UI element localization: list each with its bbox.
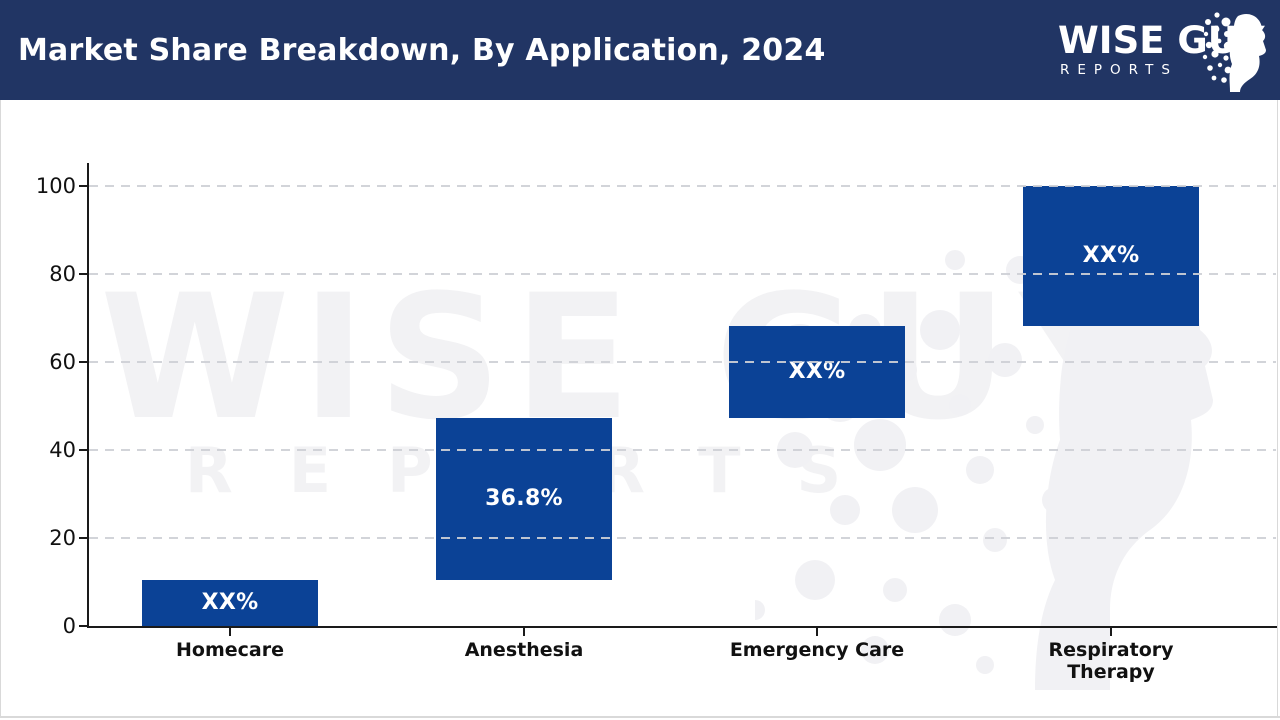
- y-axis-tick-label: 40: [49, 438, 76, 462]
- y-axis-tick-label: 0: [62, 614, 76, 638]
- bar-anesthesia: 36.8%: [436, 417, 612, 580]
- logo-face-icon: [1202, 12, 1266, 92]
- page-title: Market Share Breakdown, By Application, …: [18, 32, 826, 68]
- y-axis-tick-mark: [79, 273, 87, 275]
- x-axis-category-label: Anesthesia: [464, 639, 584, 661]
- y-axis-tick-mark: [79, 361, 87, 363]
- x-axis-tick-mark: [816, 628, 818, 636]
- header-bar: Market Share Breakdown, By Application, …: [0, 0, 1280, 100]
- x-axis-tick-mark: [1110, 628, 1112, 636]
- x-axis-tick-mark: [229, 628, 231, 636]
- watermark-wordmark: WISE GUY: [100, 257, 1157, 458]
- y-axis-tick-label: 100: [35, 174, 76, 198]
- figure-border-left: [0, 100, 1, 717]
- bar-value-label: XX%: [201, 590, 259, 616]
- logo-subtext: REPORTS: [1060, 62, 1178, 78]
- x-axis-category-label: Respiratory Therapy: [1048, 639, 1174, 683]
- bar-respiratory-therapy: XX%: [1023, 186, 1199, 326]
- gridline-20: [89, 537, 1276, 539]
- gridline-100: [89, 185, 1276, 187]
- x-axis-category-label: Emergency Care: [729, 639, 905, 661]
- bar-value-label: 36.8%: [485, 486, 563, 512]
- gridline-60: [89, 361, 1276, 363]
- bar-value-label: XX%: [788, 359, 846, 385]
- gridline-80: [89, 273, 1276, 275]
- gridline-40: [89, 449, 1276, 451]
- bar-emergency-care: XX%: [729, 325, 905, 418]
- x-axis-category-label: Homecare: [176, 639, 284, 661]
- x-axis-spine: [87, 626, 1278, 628]
- x-axis-tick-mark: [523, 628, 525, 636]
- y-axis-tick-mark: [79, 537, 87, 539]
- y-axis-tick-mark: [79, 185, 87, 187]
- y-axis-tick-mark: [79, 449, 87, 451]
- y-axis-tick-mark: [79, 625, 87, 627]
- logo-text: WISE GUY REPORTS: [1058, 22, 1265, 78]
- bar-homecare: XX%: [142, 579, 318, 626]
- y-axis-spine: [87, 163, 89, 628]
- figure-border-right: [1277, 100, 1278, 717]
- wise-guy-reports-logo: WISE GUY REPORTS: [1020, 8, 1270, 92]
- figure-border-bottom: [0, 716, 1280, 718]
- y-axis-tick-label: 60: [49, 350, 76, 374]
- bar-value-label: XX%: [1082, 243, 1140, 269]
- y-axis-tick-label: 80: [49, 262, 76, 286]
- y-axis-tick-label: 20: [49, 526, 76, 550]
